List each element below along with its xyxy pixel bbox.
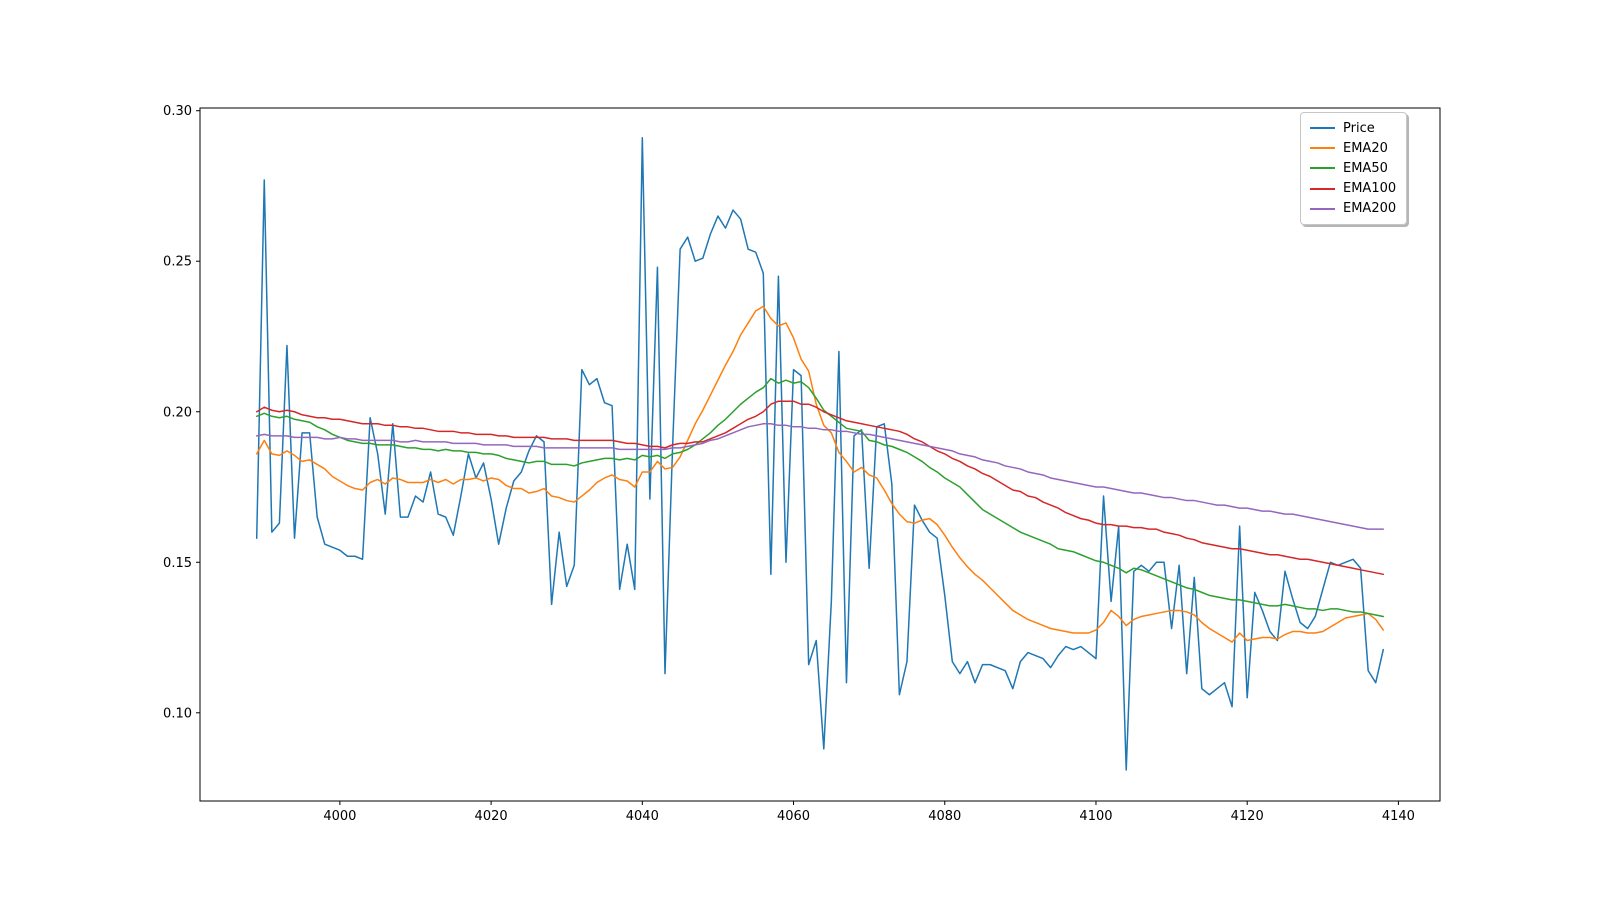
price-line-swatch	[1310, 127, 1335, 130]
x-tick-label: 4020	[475, 809, 508, 824]
series-line-ema200	[255, 423, 1385, 530]
y-tick-label: 0.30	[163, 104, 192, 119]
series-line-price	[255, 137, 1385, 771]
y-tick-label: 0.10	[163, 706, 192, 721]
legend-item-ema100: EMA100	[1310, 179, 1396, 199]
plot-frame	[199, 107, 1441, 802]
legend-label: EMA20	[1343, 140, 1388, 156]
legend-item-ema20: EMA20	[1310, 138, 1396, 158]
ema20-line-swatch	[1310, 147, 1335, 150]
legend-label: EMA100	[1343, 181, 1397, 197]
legend: Price EMA20 EMA50 EMA100 EMA200	[1300, 112, 1408, 225]
x-tick-label: 4060	[777, 809, 810, 824]
x-tick-label: 4080	[928, 809, 961, 824]
ema100-line-swatch	[1310, 187, 1335, 190]
legend-label: EMA200	[1343, 201, 1397, 217]
x-tick-label: 4000	[323, 809, 356, 824]
ema200-line-swatch	[1310, 207, 1335, 210]
series-line-ema50	[255, 377, 1385, 618]
series-line-ema100	[255, 400, 1385, 576]
legend-item-ema50: EMA50	[1310, 158, 1396, 178]
x-tick-label: 4140	[1382, 809, 1415, 824]
series-line-ema20	[255, 305, 1385, 643]
legend-label: Price	[1343, 120, 1375, 136]
x-tick-label: 4120	[1231, 809, 1264, 824]
legend-item-ema200: EMA200	[1310, 199, 1396, 219]
x-tick-label: 4100	[1079, 809, 1112, 824]
ema50-line-swatch	[1310, 167, 1335, 170]
x-tick-label: 4040	[626, 809, 659, 824]
y-tick-label: 0.15	[163, 556, 192, 571]
y-tick-label: 0.25	[163, 255, 192, 270]
legend-item-price: Price	[1310, 118, 1396, 138]
y-tick-label: 0.20	[163, 405, 192, 420]
legend-label: EMA50	[1343, 160, 1388, 176]
